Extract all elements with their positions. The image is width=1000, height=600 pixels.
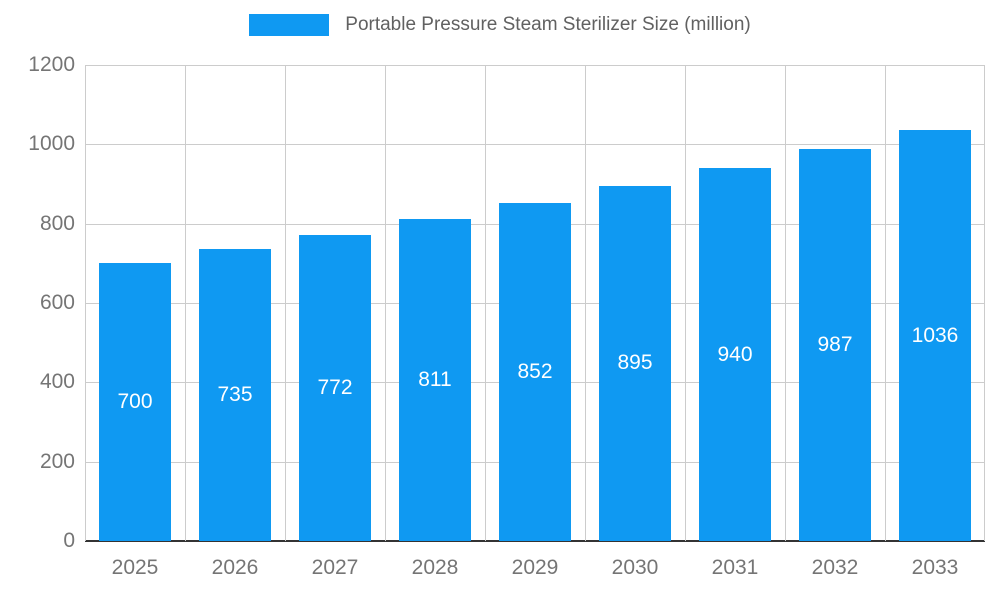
bar-value-label: 852 xyxy=(517,360,553,384)
bar-2031 xyxy=(699,168,771,541)
bar-2029 xyxy=(499,203,571,541)
y-tick-label: 600 xyxy=(39,291,75,314)
gridline-vertical xyxy=(785,65,786,541)
x-tick-label: 2030 xyxy=(611,556,659,579)
x-tick-label: 2026 xyxy=(211,556,259,579)
gridline-vertical xyxy=(85,65,86,541)
y-tick-label: 1200 xyxy=(28,53,75,76)
x-tick-label: 2029 xyxy=(511,556,559,579)
legend-swatch xyxy=(249,14,330,36)
gridline-vertical xyxy=(485,65,486,541)
y-tick-label: 400 xyxy=(39,370,75,394)
bar-value-label: 987 xyxy=(817,333,853,357)
bar-2033 xyxy=(899,130,971,541)
bar-2025 xyxy=(99,263,171,541)
bar-2030 xyxy=(599,185,671,541)
x-tick-label: 2033 xyxy=(911,556,959,579)
gridline-horizontal xyxy=(85,65,985,66)
gridline-vertical xyxy=(185,65,186,541)
x-axis-baseline xyxy=(85,540,985,542)
y-tick-label: 200 xyxy=(39,449,75,473)
gridline-vertical xyxy=(685,65,686,541)
bar-value-label: 895 xyxy=(617,351,653,375)
x-tick-label: 2027 xyxy=(311,556,359,579)
bar-value-label: 811 xyxy=(418,368,452,392)
y-tick-label: 1000 xyxy=(28,132,75,156)
bar-value-label: 772 xyxy=(317,375,353,399)
y-tick-label: 800 xyxy=(39,211,75,235)
y-axis: 0 200 400 600 800 1000 1200 xyxy=(0,53,75,552)
x-tick-label: 2032 xyxy=(811,556,859,579)
chart-title: Portable Pressure Steam Sterilizer Size … xyxy=(345,14,751,35)
bar-value-label: 1036 xyxy=(911,323,959,347)
y-tick-label: 0 xyxy=(63,529,75,552)
plot-area: 700 735 772 811 852 895 940 987 1036 xyxy=(85,65,985,542)
x-axis: 2025 2026 2027 2028 2029 2030 2031 2032 2033 xyxy=(85,555,985,585)
bar-2026 xyxy=(199,249,271,541)
bar-2028 xyxy=(399,219,471,541)
legend: Portable Pressure Steam Sterilizer Size … xyxy=(0,14,1000,36)
x-tick-label: 2025 xyxy=(111,556,159,579)
gridline-vertical xyxy=(984,65,985,541)
gridline-vertical xyxy=(385,65,386,541)
bar-value-label: 735 xyxy=(217,383,253,407)
gridline-horizontal xyxy=(85,144,985,146)
x-tick-label: 2031 xyxy=(711,556,759,579)
gridline-vertical xyxy=(885,65,886,541)
bar-2032 xyxy=(799,149,871,541)
bar-value-label: 700 xyxy=(117,390,153,414)
x-tick-label: 2028 xyxy=(411,556,459,579)
bar-2027 xyxy=(299,234,371,541)
gridline-vertical xyxy=(585,65,586,541)
gridline-vertical xyxy=(285,65,286,541)
bar-value-label: 940 xyxy=(717,342,753,366)
